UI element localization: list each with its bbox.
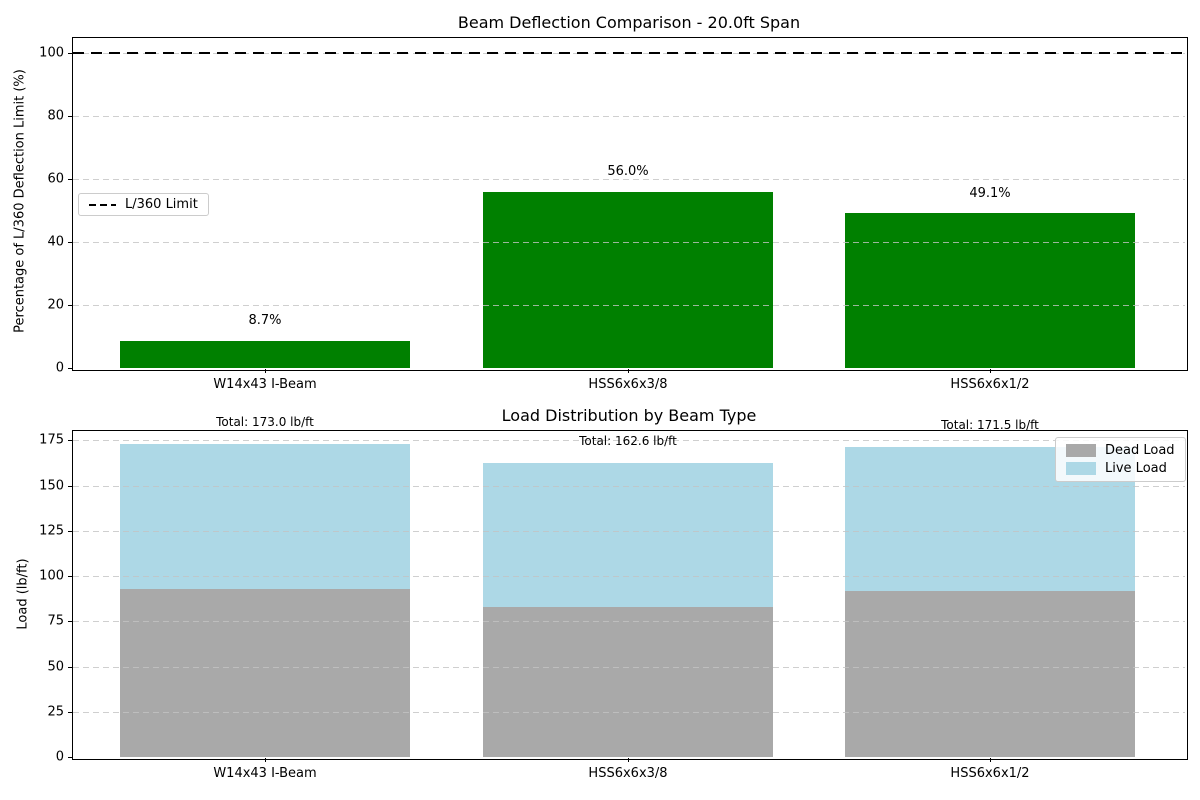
limit-legend: L/360 Limit bbox=[78, 193, 209, 216]
y-tick-mark bbox=[68, 711, 72, 713]
y-tick-label: 75 bbox=[47, 613, 64, 629]
deflection-y-axis-label: Percentage of L/360 Deflection Limit (%) bbox=[12, 69, 28, 333]
legend-label-live-load: Live Load bbox=[1105, 461, 1167, 476]
gridline bbox=[73, 116, 1185, 117]
x-tick-mark bbox=[628, 758, 629, 762]
gridline bbox=[73, 576, 1185, 577]
y-tick-mark bbox=[68, 485, 72, 487]
y-tick-mark bbox=[68, 116, 72, 117]
x-tick-label: W14x43 I-Beam bbox=[213, 766, 317, 781]
x-tick-label: W14x43 I-Beam bbox=[213, 377, 317, 392]
x-tick-mark bbox=[990, 369, 991, 373]
y-tick-label: 80 bbox=[47, 108, 64, 124]
total-label: Total: 162.6 lb/ft bbox=[579, 434, 677, 449]
y-tick-label: 40 bbox=[47, 234, 64, 250]
limit-line bbox=[73, 52, 1185, 54]
x-tick-label: HSS6x6x3/8 bbox=[588, 766, 668, 781]
legend-swatch-dead-load bbox=[1066, 444, 1096, 457]
y-tick-mark bbox=[68, 621, 72, 623]
bar-value-label: 8.7% bbox=[248, 312, 282, 328]
total-label: Total: 173.0 lb/ft bbox=[216, 415, 314, 430]
gridline bbox=[73, 485, 1185, 487]
limit-legend-label: L/360 Limit bbox=[125, 197, 198, 212]
bar-segment bbox=[120, 588, 410, 757]
bar-segment bbox=[483, 191, 773, 368]
gridline bbox=[73, 242, 1185, 243]
dashed-line-swatch bbox=[89, 203, 116, 206]
gridline bbox=[73, 440, 1185, 442]
x-tick-mark bbox=[265, 369, 266, 373]
y-tick-mark bbox=[68, 440, 72, 442]
y-tick-label: 0 bbox=[55, 360, 64, 376]
y-tick-label: 150 bbox=[39, 478, 64, 493]
total-label: Total: 171.5 lb/ft bbox=[941, 418, 1039, 433]
bar-value-label: 56.0% bbox=[607, 164, 649, 179]
x-tick-label: HSS6x6x1/2 bbox=[950, 766, 1030, 781]
bar-segment bbox=[120, 340, 410, 368]
legend-swatch-live-load bbox=[1066, 462, 1096, 475]
load-chart-axes bbox=[72, 430, 1188, 760]
legend-row-dead-load: Dead Load bbox=[1066, 443, 1175, 458]
y-tick-label: 100 bbox=[39, 568, 64, 584]
bar-segment bbox=[845, 591, 1135, 757]
y-tick-mark bbox=[68, 368, 72, 369]
gridline bbox=[73, 305, 1185, 306]
y-tick-mark bbox=[68, 305, 72, 306]
y-tick-mark bbox=[68, 576, 72, 577]
legend-label-dead-load: Dead Load bbox=[1105, 443, 1175, 458]
y-tick-mark bbox=[68, 242, 72, 243]
x-tick-label: HSS6x6x1/2 bbox=[950, 377, 1030, 392]
y-tick-mark bbox=[68, 53, 72, 54]
load-chart-title: Load Distribution by Beam Type bbox=[501, 406, 757, 425]
y-tick-label: 175 bbox=[39, 432, 64, 448]
gridline bbox=[73, 179, 1185, 180]
x-tick-mark bbox=[265, 758, 266, 762]
y-tick-mark bbox=[68, 530, 72, 532]
x-tick-label: HSS6x6x3/8 bbox=[588, 377, 668, 392]
load-y-axis-label: Load (lb/ft) bbox=[15, 558, 31, 630]
load-legend: Dead Load Live Load bbox=[1055, 437, 1186, 482]
gridline bbox=[73, 530, 1185, 532]
bar-segment bbox=[845, 213, 1135, 368]
y-tick-label: 125 bbox=[39, 523, 64, 539]
x-tick-mark bbox=[628, 369, 629, 373]
gridline bbox=[73, 621, 1185, 623]
gridline bbox=[73, 711, 1185, 713]
y-tick-label: 50 bbox=[47, 659, 64, 674]
x-tick-mark bbox=[990, 758, 991, 762]
deflection-chart-axes bbox=[72, 37, 1188, 371]
bar-segment bbox=[483, 607, 773, 757]
y-tick-label: 100 bbox=[39, 45, 64, 61]
y-tick-mark bbox=[68, 666, 72, 668]
gridline bbox=[73, 666, 1185, 668]
bar-segment bbox=[120, 443, 410, 589]
y-tick-label: 60 bbox=[47, 171, 64, 187]
y-tick-label: 25 bbox=[47, 704, 64, 720]
y-tick-label: 0 bbox=[55, 749, 64, 765]
legend-row-live-load: Live Load bbox=[1066, 461, 1175, 476]
y-tick-mark bbox=[68, 179, 72, 180]
bar-value-label: 49.1% bbox=[969, 185, 1011, 201]
y-tick-mark bbox=[68, 757, 72, 758]
deflection-chart-title: Beam Deflection Comparison - 20.0ft Span bbox=[457, 13, 801, 32]
bar-segment bbox=[483, 462, 773, 608]
y-tick-label: 20 bbox=[47, 297, 64, 313]
